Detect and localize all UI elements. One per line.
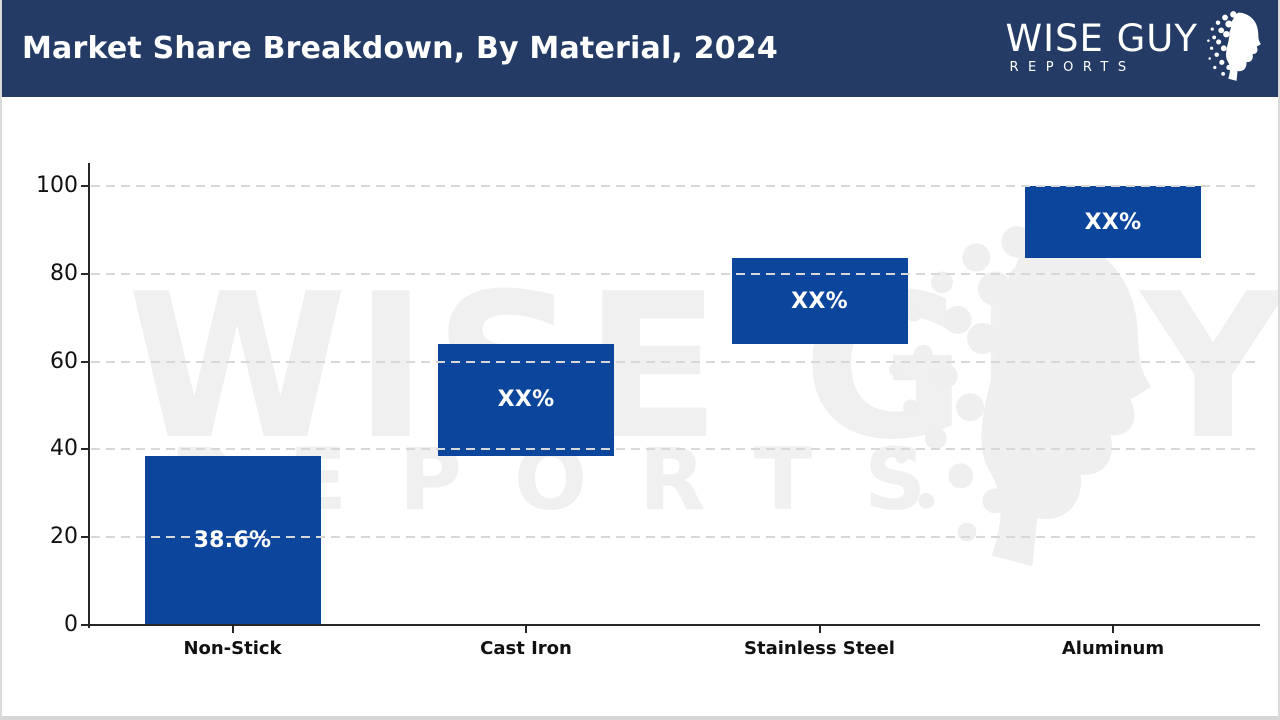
x-axis-category-label: Non-Stick	[183, 638, 282, 659]
y-axis-tick-label: 80	[50, 260, 78, 286]
y-axis-tick-mark	[81, 536, 89, 539]
gridline-20	[91, 536, 1260, 539]
x-axis-category-label: Stainless Steel	[744, 638, 895, 659]
brand-logo-text: WISE GUY REPORTS	[1005, 17, 1198, 76]
x-axis-line	[87, 623, 1260, 627]
gridline-80	[91, 272, 1260, 275]
gridline-60	[91, 360, 1260, 363]
x-axis-category-label: Cast Iron	[480, 638, 572, 659]
y-axis-tick-label: 20	[50, 524, 78, 550]
header-bar: Market Share Breakdown, By Material, 202…	[2, 0, 1278, 97]
y-axis-tick-mark	[81, 272, 89, 275]
y-axis-line	[87, 163, 90, 628]
y-axis-tick-mark	[81, 185, 89, 187]
y-axis-tick-label: 60	[50, 348, 78, 374]
page-title: Market Share Breakdown, By Material, 202…	[22, 31, 778, 66]
bar-value-label: 38.6%	[193, 527, 272, 553]
bar-non-stick	[144, 455, 321, 625]
y-axis-tick-label: 0	[64, 612, 78, 637]
gridline-100	[91, 185, 1260, 187]
x-axis-tick-mark	[231, 626, 234, 633]
bar-value-label: XX%	[791, 288, 848, 314]
y-axis-tick-label: 40	[50, 436, 78, 462]
brand-logo: WISE GUY REPORTS	[1006, 8, 1266, 86]
y-axis-tick-label: 100	[36, 173, 78, 198]
bar-value-label: XX%	[497, 387, 555, 413]
gridline-40	[91, 448, 1260, 451]
x-axis-tick-mark	[525, 626, 527, 633]
x-axis-tick-mark	[1112, 626, 1114, 633]
brand-name: WISE GUY	[1005, 17, 1198, 60]
y-axis-tick-mark	[81, 448, 89, 451]
bar-value-label: XX%	[1084, 209, 1142, 235]
bar-stainless-steel	[731, 258, 908, 344]
y-axis-tick-mark	[81, 624, 89, 626]
brand-face-icon	[1207, 11, 1261, 81]
y-axis-tick-mark	[81, 360, 89, 363]
x-axis-tick-mark	[818, 626, 821, 633]
brand-subname: REPORTS	[1009, 60, 1136, 75]
x-axis-category-label: Aluminum	[1061, 638, 1165, 659]
